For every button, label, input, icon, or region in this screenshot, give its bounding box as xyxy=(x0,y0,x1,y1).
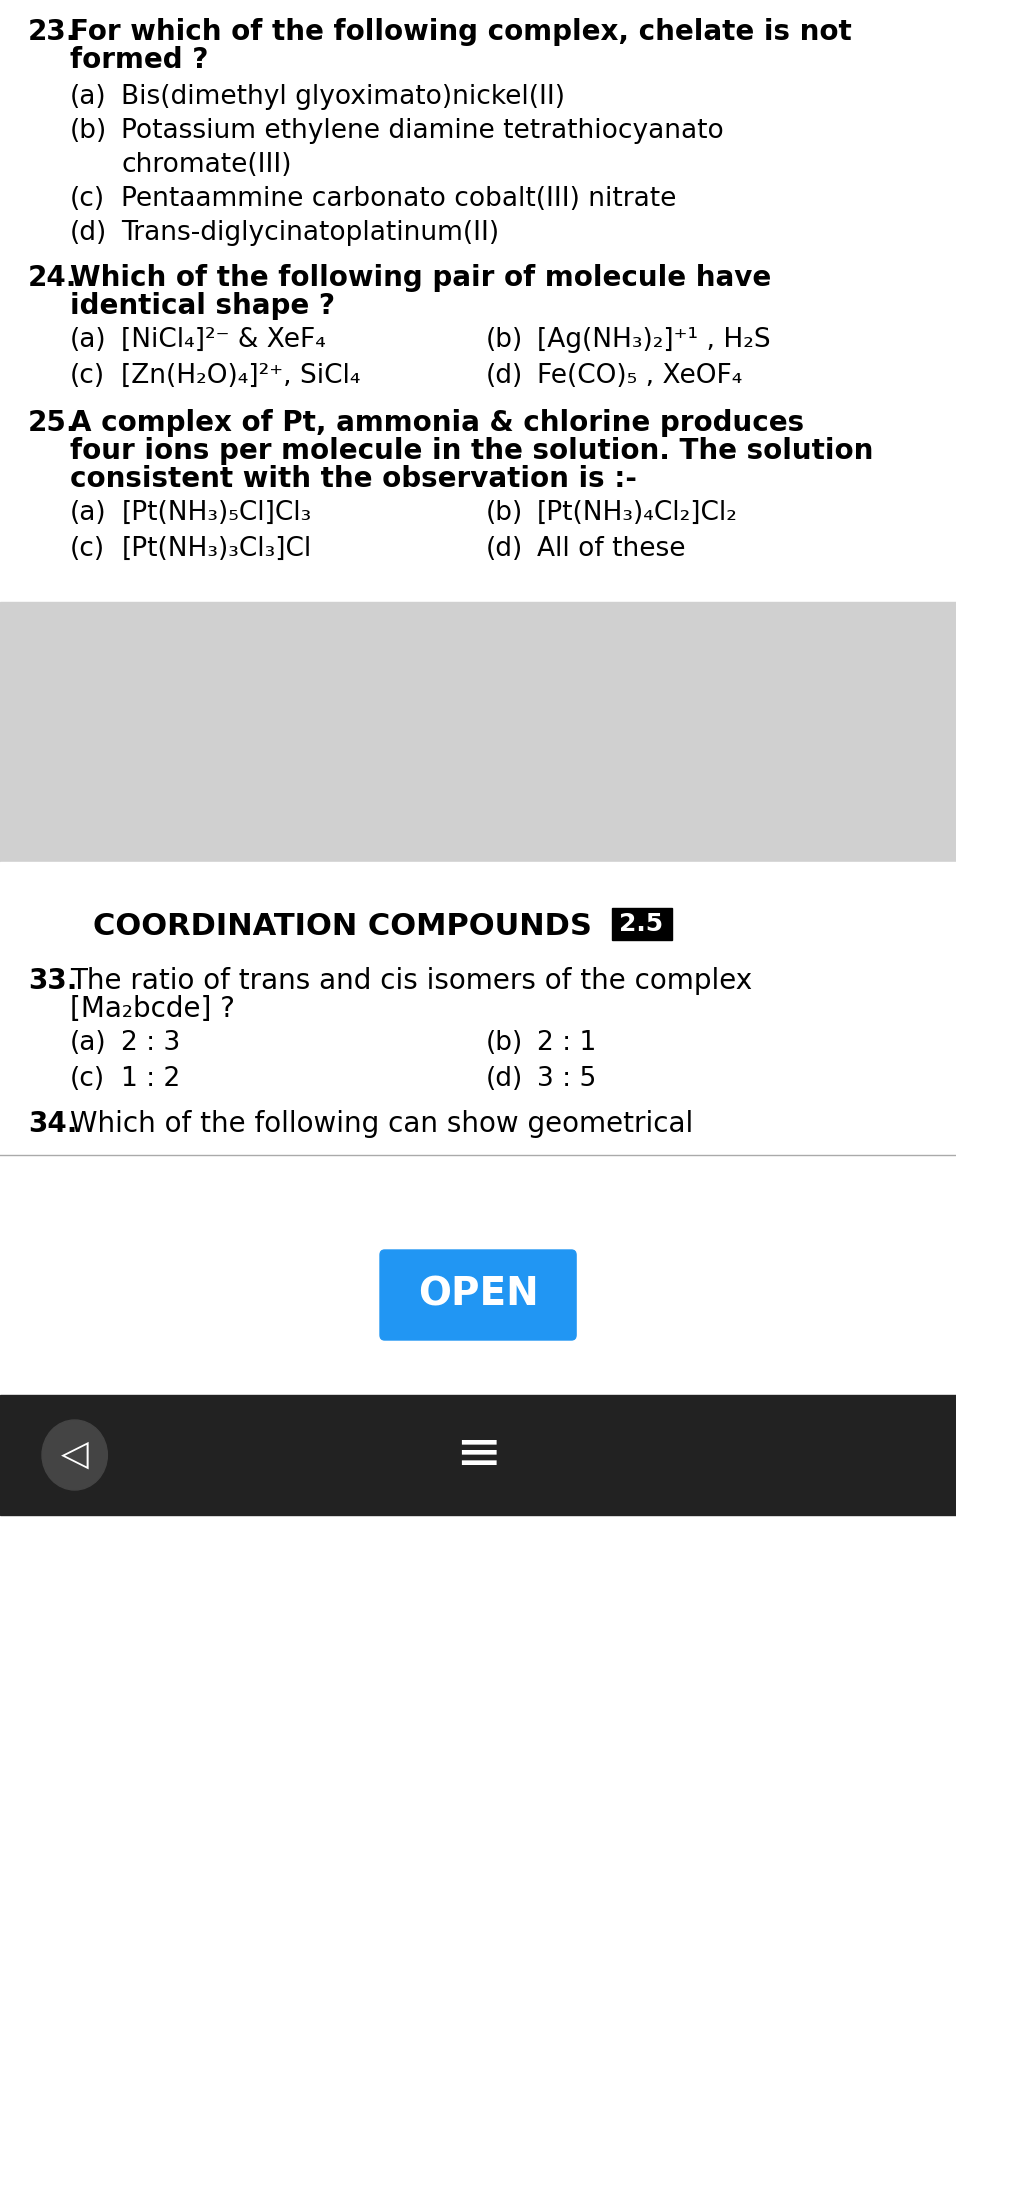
Text: 23.: 23. xyxy=(28,18,78,46)
Text: [Pt(NH₃)₃Cl₃]Cl: [Pt(NH₃)₃Cl₃]Cl xyxy=(122,535,311,562)
Text: (d): (d) xyxy=(70,219,108,246)
Text: 1 : 2: 1 : 2 xyxy=(122,1066,180,1093)
Text: Pentaammine carbonato cobalt(III) nitrate: Pentaammine carbonato cobalt(III) nitrat… xyxy=(122,186,677,212)
Text: (d): (d) xyxy=(485,363,523,389)
Text: (d): (d) xyxy=(485,535,523,562)
Text: 2 : 3: 2 : 3 xyxy=(122,1031,180,1055)
Text: (c): (c) xyxy=(70,535,105,562)
Text: (b): (b) xyxy=(485,327,523,354)
Text: [Pt(NH₃)₅Cl]Cl₃: [Pt(NH₃)₅Cl]Cl₃ xyxy=(122,500,311,526)
Text: (c): (c) xyxy=(70,1066,105,1093)
Text: [Ma₂bcde] ?: [Ma₂bcde] ? xyxy=(70,995,236,1022)
Text: [Zn(H₂O)₄]²⁺, SiCl₄: [Zn(H₂O)₄]²⁺, SiCl₄ xyxy=(122,363,360,389)
Text: 2.5: 2.5 xyxy=(620,911,664,936)
Text: Which of the following pair of molecule have: Which of the following pair of molecule … xyxy=(70,263,771,292)
Text: (b): (b) xyxy=(485,1031,523,1055)
Text: (a): (a) xyxy=(70,500,106,526)
Text: All of these: All of these xyxy=(537,535,685,562)
Text: 34.: 34. xyxy=(28,1110,78,1137)
Text: (a): (a) xyxy=(70,1031,106,1055)
Text: OPEN: OPEN xyxy=(418,1276,539,1314)
Circle shape xyxy=(42,1420,108,1491)
Text: (d): (d) xyxy=(485,1066,523,1093)
Text: For which of the following complex, chelate is not: For which of the following complex, chel… xyxy=(70,18,852,46)
Text: Potassium ethylene diamine tetrathiocyanato: Potassium ethylene diamine tetrathiocyan… xyxy=(122,117,724,144)
Text: chromate(III): chromate(III) xyxy=(122,153,292,177)
Bar xyxy=(0,602,956,863)
Text: Trans-diglycinatoplatinum(II): Trans-diglycinatoplatinum(II) xyxy=(122,219,500,246)
Text: Fe(CO)₅ , XeOF₄: Fe(CO)₅ , XeOF₄ xyxy=(537,363,742,389)
Text: (a): (a) xyxy=(70,327,106,354)
Text: (b): (b) xyxy=(70,117,108,144)
Text: ≡: ≡ xyxy=(455,1429,502,1482)
Text: [Pt(NH₃)₄Cl₂]Cl₂: [Pt(NH₃)₄Cl₂]Cl₂ xyxy=(537,500,737,526)
Text: formed ?: formed ? xyxy=(70,46,209,73)
Text: Which of the following can show geometrical: Which of the following can show geometri… xyxy=(70,1110,693,1137)
Text: ◁: ◁ xyxy=(60,1438,88,1471)
Text: (c): (c) xyxy=(70,186,105,212)
Text: (c): (c) xyxy=(70,363,105,389)
Bar xyxy=(0,1396,956,1515)
Text: The ratio of trans and cis isomers of the complex: The ratio of trans and cis isomers of th… xyxy=(70,967,753,995)
Text: COORDINATION COMPOUNDS: COORDINATION COMPOUNDS xyxy=(93,911,592,940)
Text: 25.: 25. xyxy=(28,409,78,438)
FancyBboxPatch shape xyxy=(380,1250,577,1340)
Text: A complex of Pt, ammonia & chlorine produces: A complex of Pt, ammonia & chlorine prod… xyxy=(70,409,804,438)
FancyBboxPatch shape xyxy=(611,907,673,940)
Text: Bis(dimethyl glyoximato)nickel(II): Bis(dimethyl glyoximato)nickel(II) xyxy=(122,84,565,111)
Text: four ions per molecule in the solution. The solution: four ions per molecule in the solution. … xyxy=(70,438,873,465)
Text: 33.: 33. xyxy=(28,967,78,995)
Text: 2 : 1: 2 : 1 xyxy=(537,1031,596,1055)
Text: 24.: 24. xyxy=(28,263,78,292)
Bar xyxy=(0,863,956,1411)
Text: (b): (b) xyxy=(485,500,523,526)
Text: 3 : 5: 3 : 5 xyxy=(537,1066,596,1093)
Text: (a): (a) xyxy=(70,84,106,111)
Text: [NiCl₄]²⁻ & XeF₄: [NiCl₄]²⁻ & XeF₄ xyxy=(122,327,327,354)
Text: identical shape ?: identical shape ? xyxy=(70,292,335,321)
Text: consistent with the observation is :-: consistent with the observation is :- xyxy=(70,465,637,493)
Text: [Ag(NH₃)₂]⁺¹ , H₂S: [Ag(NH₃)₂]⁺¹ , H₂S xyxy=(537,327,770,354)
